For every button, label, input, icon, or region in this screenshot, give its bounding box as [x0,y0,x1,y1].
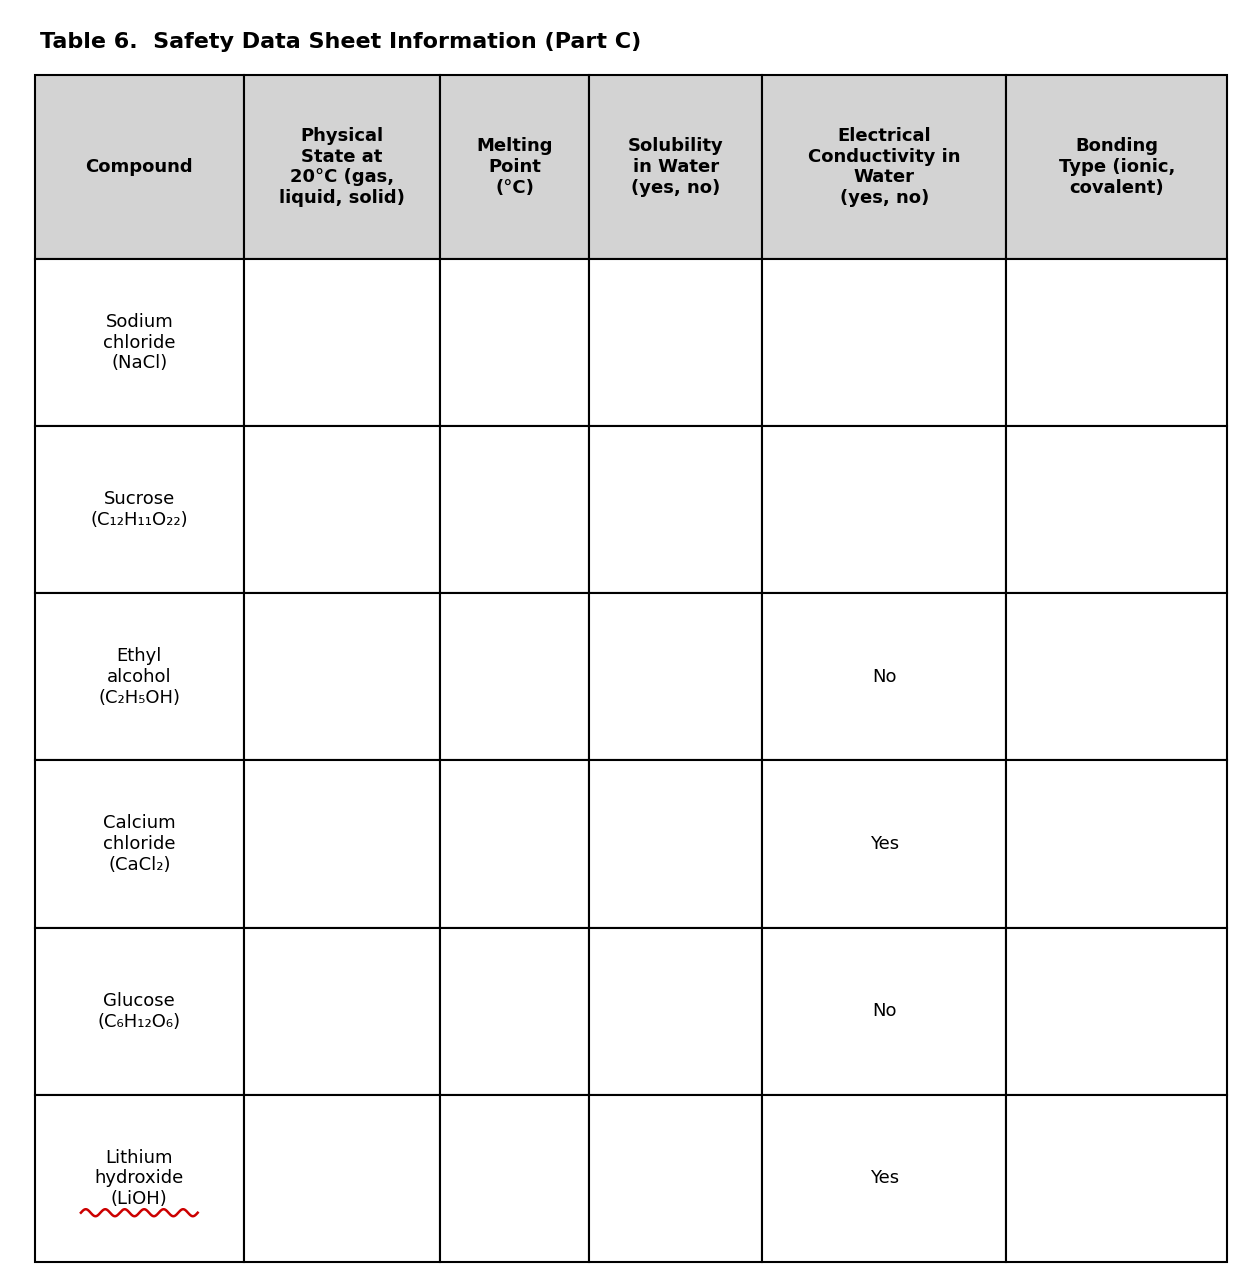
Bar [762,594,1006,760]
Text: Yes: Yes [869,1170,899,1188]
Text: Lithium
hydroxide
(LiOH): Lithium hydroxide (LiOH) [95,1148,183,1208]
Bar [440,760,590,928]
Bar [590,426,762,594]
Bar [1006,1094,1227,1262]
Bar [35,76,243,259]
Text: Solubility
in Water
(yes, no): Solubility in Water (yes, no) [627,137,723,197]
Bar [440,259,590,426]
Bar [590,760,762,928]
Bar [762,928,1006,1094]
Text: Calcium
chloride
(CaCl₂): Calcium chloride (CaCl₂) [104,814,176,874]
Bar [35,1094,243,1262]
Bar [1006,76,1227,259]
Text: Melting
Point
(°C): Melting Point (°C) [476,137,552,197]
Text: No: No [872,1002,897,1020]
Bar [35,594,243,760]
Text: Bonding
Type (ionic,
covalent): Bonding Type (ionic, covalent) [1059,137,1175,197]
Bar [762,1094,1006,1262]
Bar [440,594,590,760]
Text: Yes: Yes [869,835,899,852]
Bar [590,928,762,1094]
Bar [762,259,1006,426]
Bar [1006,928,1227,1094]
Bar [243,76,440,259]
Bar [243,760,440,928]
Bar [440,1094,590,1262]
Bar [243,259,440,426]
Bar [590,76,762,259]
Bar [590,594,762,760]
Bar [35,259,243,426]
Bar [762,426,1006,594]
Bar [243,1094,440,1262]
Bar [243,928,440,1094]
Bar [590,259,762,426]
Text: No: No [872,668,897,686]
Text: Physical
State at
20°C (gas,
liquid, solid): Physical State at 20°C (gas, liquid, sol… [279,127,405,207]
Bar [35,928,243,1094]
Bar [762,760,1006,928]
Text: Ethyl
alcohol
(C₂H₅OH): Ethyl alcohol (C₂H₅OH) [99,648,181,707]
Bar [1006,760,1227,928]
Text: Sodium
chloride
(NaCl): Sodium chloride (NaCl) [104,312,176,372]
Bar [440,76,590,259]
Bar [1006,426,1227,594]
Bar [1006,259,1227,426]
Bar [440,426,590,594]
Bar [243,594,440,760]
Text: Table 6.  Safety Data Sheet Information (Part C): Table 6. Safety Data Sheet Information (… [40,32,641,52]
Bar [35,760,243,928]
Bar [243,426,440,594]
Bar [440,928,590,1094]
Bar [762,76,1006,259]
Text: Electrical
Conductivity in
Water
(yes, no): Electrical Conductivity in Water (yes, n… [808,127,960,207]
Bar [1006,594,1227,760]
Text: Compound: Compound [86,157,193,175]
Bar [590,1094,762,1262]
Bar [35,426,243,594]
Text: Glucose
(C₆H₁₂O₆): Glucose (C₆H₁₂O₆) [97,992,181,1030]
Text: Sucrose
(C₁₂H₁₁O₂₂): Sucrose (C₁₂H₁₁O₂₂) [91,490,188,529]
